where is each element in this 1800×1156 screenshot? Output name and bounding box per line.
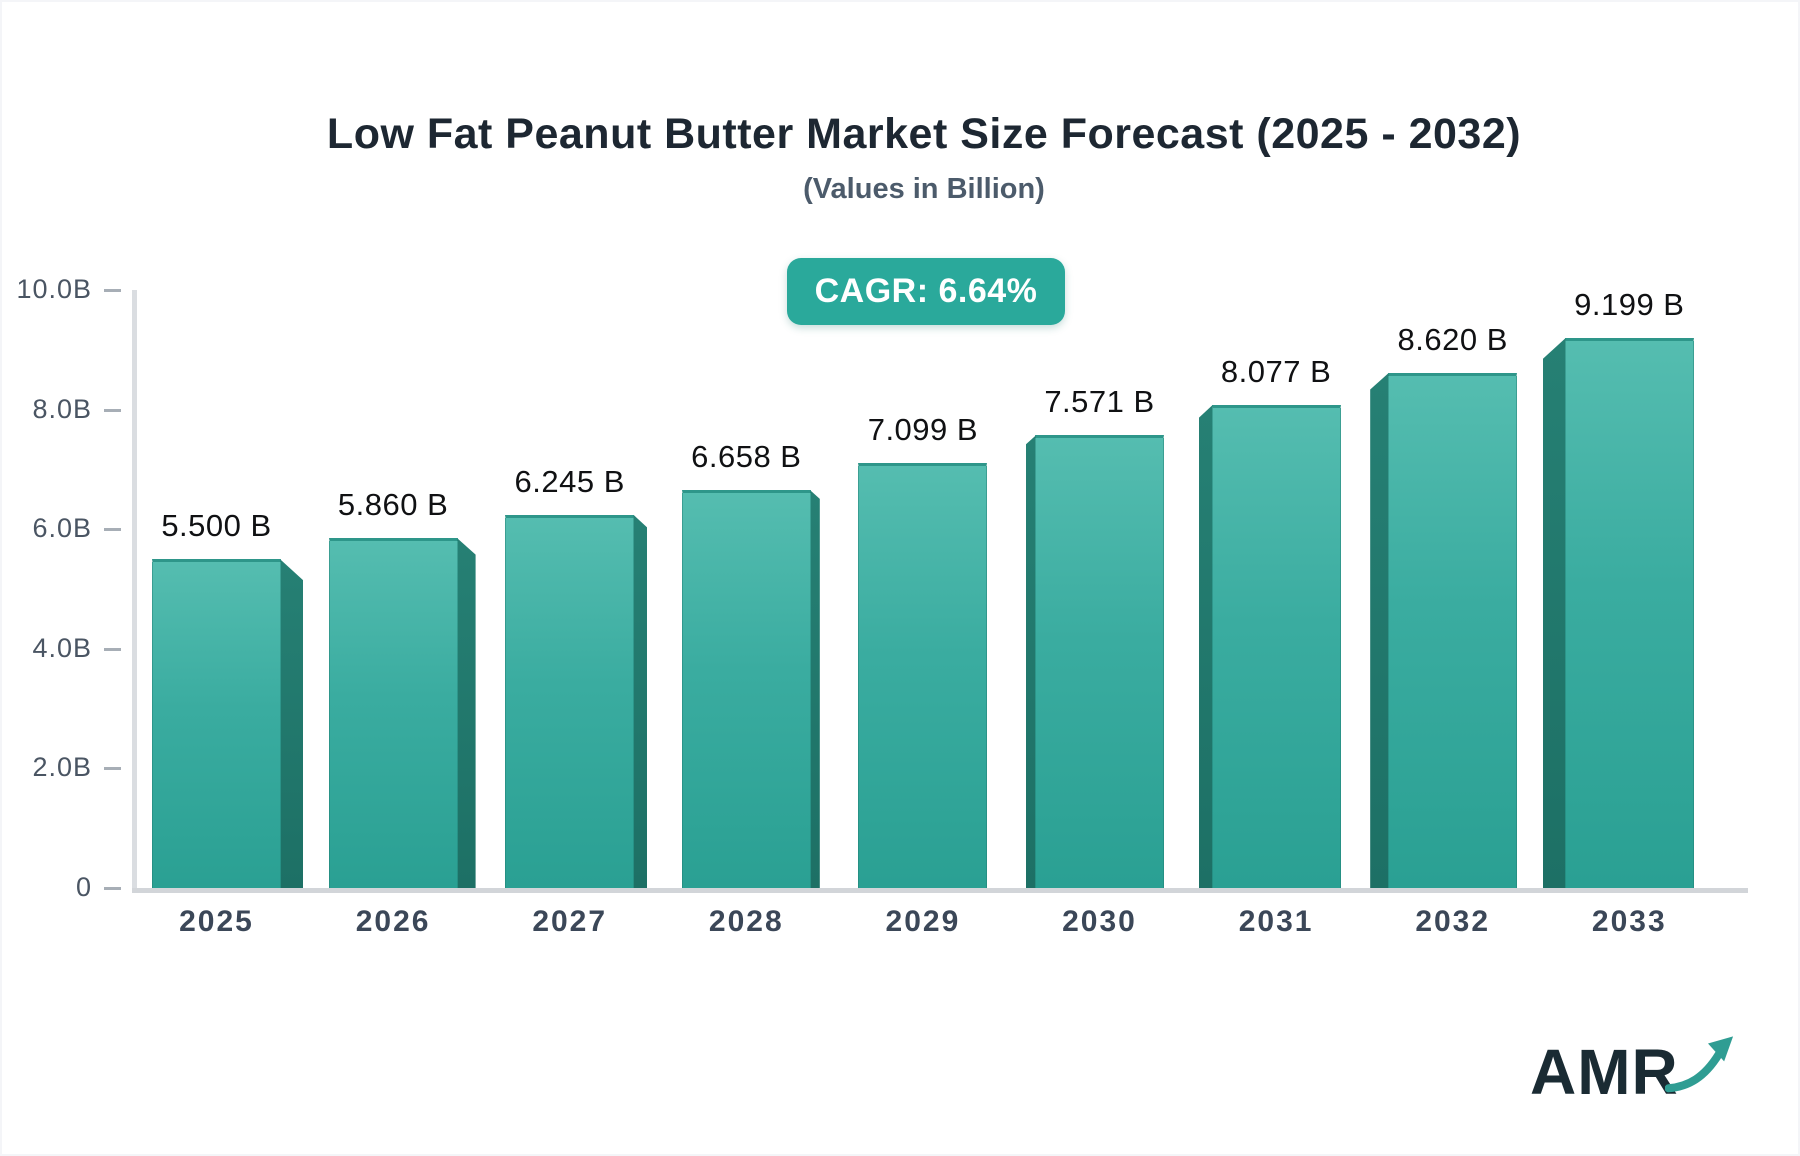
y-tick-label: 8.0B (32, 393, 92, 424)
chart-header: Low Fat Peanut Butter Market Size Foreca… (50, 2, 1798, 205)
y-tick-label: 4.0B (32, 632, 92, 663)
bar-value-label: 5.860 B (337, 486, 449, 522)
y-tick-mark (104, 289, 121, 292)
y-tick-mark (104, 887, 121, 890)
x-tick-label-2033: 2033 (1591, 905, 1667, 938)
bar-value-label: 7.099 B (867, 412, 979, 448)
x-tick-label-2028: 2028 (708, 905, 784, 938)
x-tick-label-2029: 2029 (885, 905, 961, 938)
y-tick-label: 10.0B (16, 274, 92, 304)
bar-value-label: 7.571 B (1044, 384, 1155, 420)
x-axis-line (132, 888, 1748, 893)
bar-value-label: 6.245 B (514, 463, 625, 499)
bar-2026 (328, 537, 458, 888)
x-tick-label-2030: 2030 (1062, 905, 1137, 938)
growth-arrow-icon (1664, 1036, 1733, 1093)
chart-subtitle: (Values in Billion) (803, 173, 1045, 205)
bar-value-label: 8.077 B (1220, 353, 1332, 389)
x-tick-label-2032: 2032 (1415, 905, 1491, 938)
x-tick-label-2025: 2025 (179, 905, 254, 938)
bar-2025 (152, 559, 281, 888)
bar-2030 (1035, 435, 1164, 888)
chart-title: Low Fat Peanut Butter Market Size Foreca… (326, 110, 1522, 158)
bar-2032 (1388, 372, 1518, 888)
cagr-badge: CAGR: 6.64% (787, 258, 1065, 325)
y-axis-line (132, 290, 137, 888)
bar-side-face (633, 514, 648, 888)
bar-side-face (280, 559, 303, 888)
y-tick-label: 0 (75, 872, 92, 902)
amr-logo-text: AMR (1530, 1036, 1679, 1108)
bar-side-face (809, 489, 820, 888)
bar-side-face (1542, 337, 1566, 888)
bar-value-label: 9.199 B (1574, 286, 1685, 322)
bar-side-face (1026, 435, 1036, 888)
y-tick-mark (104, 408, 121, 412)
y-tick-mark (104, 647, 121, 651)
y-tick-label: 2.0B (32, 752, 92, 783)
x-tick-label-2027: 2027 (532, 905, 608, 938)
y-tick-mark (104, 528, 121, 532)
bar-value-label: 5.500 B (161, 508, 272, 544)
bar-2027 (505, 514, 635, 888)
bar-value-label: 8.620 B (1397, 321, 1508, 357)
y-tick-mark (104, 767, 121, 771)
x-tick-label-2031: 2031 (1238, 905, 1314, 938)
bar-value-label: 6.658 B (691, 438, 802, 474)
y-tick-label: 6.0B (32, 513, 92, 544)
bar-side-face (1198, 404, 1213, 888)
bar-2033 (1564, 337, 1694, 888)
bar-2029 (858, 463, 988, 888)
bar-2028 (681, 489, 811, 888)
bar-side-face (456, 537, 476, 888)
amr-logo: AMR (1530, 1032, 1740, 1112)
bar-2031 (1211, 404, 1341, 888)
bar-side-face (1370, 372, 1390, 888)
x-tick-label-2026: 2026 (355, 905, 431, 938)
